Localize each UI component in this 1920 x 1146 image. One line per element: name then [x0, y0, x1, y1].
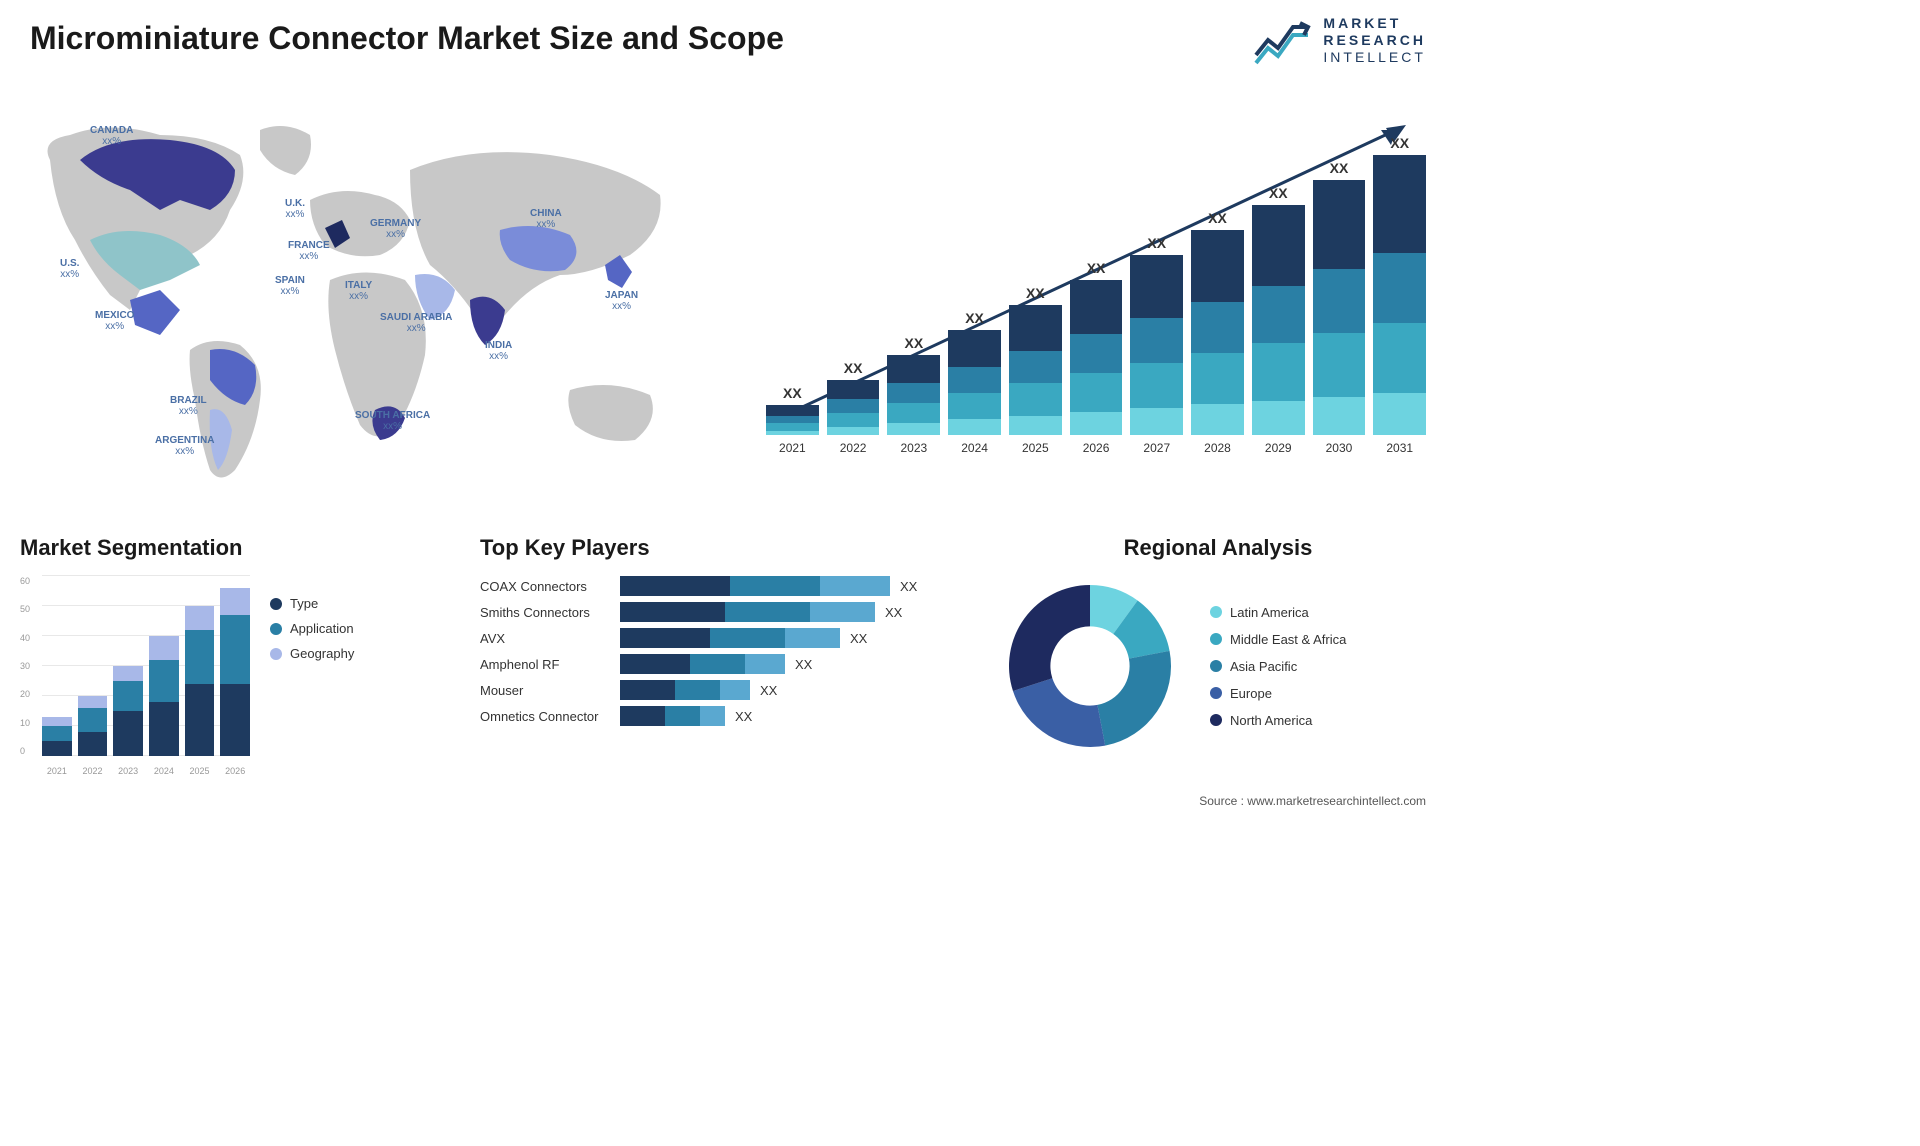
- map-label: MEXICOxx%: [95, 310, 134, 332]
- map-label: U.K.xx%: [285, 198, 305, 220]
- segmentation-bar: [78, 696, 108, 756]
- map-label: U.S.xx%: [60, 258, 79, 280]
- map-label: CHINAxx%: [530, 208, 562, 230]
- map-label: BRAZILxx%: [170, 395, 207, 417]
- key-player-row: Omnetics ConnectorXX: [480, 706, 960, 726]
- map-label: SOUTH AFRICAxx%: [355, 410, 430, 432]
- legend-item: Application: [270, 621, 354, 636]
- key-player-row: Amphenol RFXX: [480, 654, 960, 674]
- world-map-panel: CANADAxx% U.S.xx% MEXICOxx% BRAZILxx% ARGENT…: [10, 100, 710, 500]
- donut-slice: [1009, 585, 1090, 691]
- segmentation-bar: [42, 717, 72, 756]
- growth-bar: XX2024: [948, 310, 1001, 455]
- regional-title: Regional Analysis: [1000, 535, 1436, 561]
- growth-bar: XX2023: [887, 335, 940, 455]
- growth-bar: XX2028: [1191, 210, 1244, 455]
- growth-chart: XX2021XX2022XX2023XX2024XX2025XX2026XX20…: [766, 100, 1426, 480]
- growth-bar: XX2029: [1252, 185, 1305, 455]
- key-player-row: Smiths ConnectorsXX: [480, 602, 960, 622]
- growth-bar: XX2031: [1373, 135, 1426, 455]
- legend-item: Geography: [270, 646, 354, 661]
- legend-item: Latin America: [1210, 605, 1346, 620]
- key-player-row: COAX ConnectorsXX: [480, 576, 960, 596]
- legend-item: Middle East & Africa: [1210, 632, 1346, 647]
- source-attribution: Source : www.marketresearchintellect.com: [1199, 794, 1426, 808]
- key-player-row: MouserXX: [480, 680, 960, 700]
- growth-bar: XX2030: [1313, 160, 1366, 455]
- segmentation-bar: [113, 666, 143, 756]
- key-players-panel: Top Key Players COAX ConnectorsXX Smiths …: [480, 535, 960, 776]
- brand-logo: MARKET RESEARCH INTELLECT: [1253, 15, 1426, 65]
- legend-item: North America: [1210, 713, 1346, 728]
- segmentation-bar: [185, 606, 215, 756]
- segmentation-chart: 0102030405060 202120222023202420252026: [20, 576, 250, 776]
- growth-bar: XX2025: [1009, 285, 1062, 455]
- legend-item: Europe: [1210, 686, 1346, 701]
- map-label: SAUDI ARABIAxx%: [380, 312, 452, 334]
- donut-slice: [1097, 651, 1171, 746]
- segmentation-bar: [220, 588, 250, 756]
- logo-icon: [1253, 15, 1313, 65]
- growth-bar: XX2022: [827, 360, 880, 455]
- map-label: JAPANxx%: [605, 290, 638, 312]
- growth-bar: XX2021: [766, 385, 819, 455]
- segmentation-bar: [149, 636, 179, 756]
- growth-bar: XX2027: [1130, 235, 1183, 455]
- legend-item: Asia Pacific: [1210, 659, 1346, 674]
- regional-panel: Regional Analysis Latin America Middle Ea…: [1000, 535, 1436, 776]
- regional-legend: Latin America Middle East & Africa Asia Pa…: [1210, 605, 1346, 728]
- map-label: INDIAxx%: [485, 340, 512, 362]
- segmentation-legend: Type Application Geography: [270, 576, 354, 776]
- map-label: FRANCExx%: [288, 240, 330, 262]
- segmentation-title: Market Segmentation: [20, 535, 440, 561]
- page-title: Microminiature Connector Market Size and…: [30, 20, 784, 57]
- legend-item: Type: [270, 596, 354, 611]
- map-label: CANADAxx%: [90, 125, 133, 147]
- map-label: ARGENTINAxx%: [155, 435, 214, 457]
- regional-donut: [1000, 576, 1180, 756]
- map-label: ITALYxx%: [345, 280, 372, 302]
- donut-slice: [1013, 678, 1105, 747]
- logo-text: MARKET RESEARCH INTELLECT: [1323, 15, 1426, 65]
- map-label: SPAINxx%: [275, 275, 305, 297]
- growth-bar: XX2026: [1070, 260, 1123, 455]
- map-label: GERMANYxx%: [370, 218, 421, 240]
- segmentation-panel: Market Segmentation 0102030405060 202120…: [20, 535, 440, 776]
- key-players-title: Top Key Players: [480, 535, 960, 561]
- key-player-row: AVXXX: [480, 628, 960, 648]
